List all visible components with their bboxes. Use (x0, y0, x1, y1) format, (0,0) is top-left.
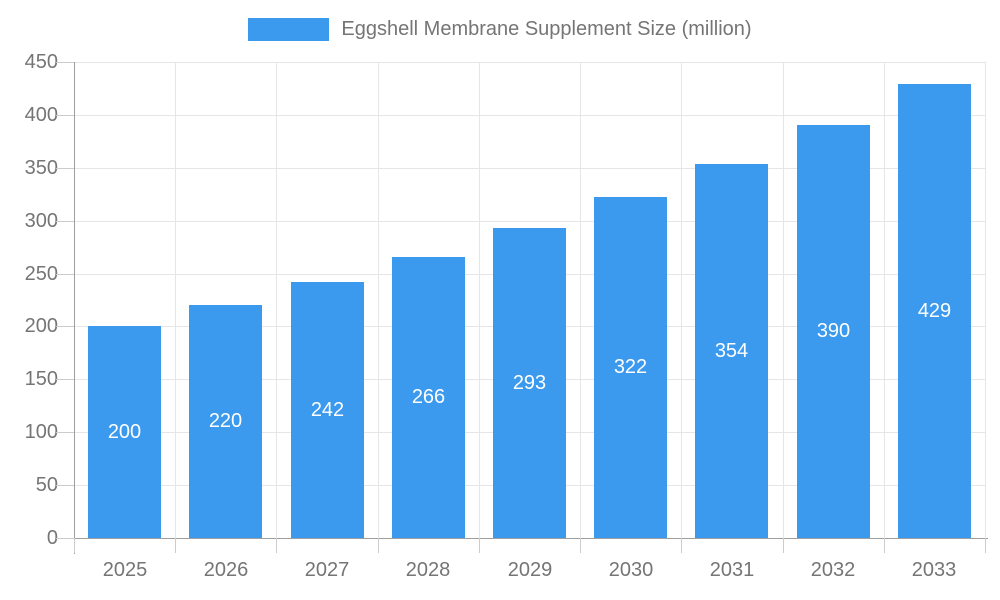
bar-2030[interactable]: 322 (594, 197, 667, 538)
x-axis-tick-label: 2029 (507, 559, 553, 581)
gridline-vertical (276, 62, 277, 538)
gridline-horizontal (74, 167, 985, 169)
x-axis-tick (276, 538, 277, 553)
x-axis-tick (175, 538, 176, 553)
x-axis-tick-label: 2032 (810, 559, 856, 581)
y-axis-tick (56, 114, 74, 116)
legend-label: Eggshell Membrane Supplement Size (milli… (341, 18, 752, 40)
y-axis-tick (56, 326, 74, 328)
bar-value-label: 293 (512, 371, 547, 394)
x-axis-tick-label: 2027 (304, 559, 350, 581)
x-axis-line (74, 538, 988, 539)
x-axis-tick (580, 538, 581, 553)
x-axis-tick-label: 2030 (608, 559, 654, 581)
legend-swatch-icon (248, 18, 330, 41)
x-axis-tick (783, 538, 784, 553)
x-axis-tick-label: 2026 (203, 559, 249, 581)
gridline-vertical (681, 62, 682, 538)
gridline-vertical (884, 62, 885, 538)
y-axis-tick-label: 350 (24, 156, 58, 179)
y-axis-tick-label: 0 (46, 527, 58, 549)
bar-value-label: 266 (411, 386, 446, 408)
y-axis-tick (56, 167, 74, 169)
y-axis-tick-label: 100 (24, 421, 58, 444)
gridline-vertical (175, 62, 176, 538)
x-axis-tick-label: 2031 (709, 559, 755, 581)
bar-2026[interactable]: 220 (189, 305, 262, 538)
legend[interactable]: Eggshell Membrane Supplement Size (milli… (0, 18, 1000, 41)
bar-value-label: 200 (107, 420, 142, 443)
bar-2025[interactable]: 200 (88, 326, 161, 538)
bar-2032[interactable]: 390 (797, 125, 870, 538)
plot-area: 200 220 242 266 293 322 354 390 429 (74, 62, 986, 538)
y-axis-tick (56, 485, 74, 487)
gridline-vertical (783, 62, 784, 538)
bar-2027[interactable]: 242 (291, 282, 364, 538)
bar-value-label: 390 (816, 320, 851, 342)
y-axis-tick-label: 250 (24, 262, 58, 285)
gridline-horizontal (74, 114, 985, 116)
bar-2033[interactable]: 429 (898, 84, 971, 538)
gridline-vertical (479, 62, 480, 538)
gridline-vertical (580, 62, 581, 538)
x-axis-tick-label: 2025 (102, 559, 148, 581)
bar-2029[interactable]: 293 (493, 228, 566, 538)
x-axis-tick (985, 538, 986, 553)
y-axis-tick-label: 450 (24, 51, 58, 73)
x-axis-tick-label: 2033 (911, 559, 957, 581)
x-axis-tick (74, 538, 75, 553)
x-axis-labels: 2025 2026 2027 2028 2029 2030 2031 2032 2033 (74, 552, 985, 588)
gridline-horizontal (74, 62, 985, 63)
x-axis-tick (378, 538, 379, 553)
y-axis-tick-label: 150 (24, 368, 58, 391)
bar-value-label: 429 (917, 299, 952, 322)
gridline-vertical (985, 62, 986, 538)
gridline-horizontal (74, 220, 985, 222)
y-axis-labels: 0 50 100 150 200 250 300 350 400 450 (0, 51, 58, 549)
y-axis-tick (56, 538, 74, 539)
bar-value-label: 354 (714, 339, 749, 362)
y-axis-tick (56, 379, 74, 381)
y-axis-tick-label: 50 (35, 474, 58, 497)
y-axis-tick (56, 432, 74, 434)
y-axis-tick (56, 62, 74, 63)
y-axis-tick (56, 273, 74, 275)
bar-value-label: 322 (613, 356, 648, 378)
y-axis-tick-label: 200 (24, 315, 58, 338)
bar-2028[interactable]: 266 (392, 257, 465, 538)
bar-value-label: 242 (310, 398, 345, 421)
gridline-vertical (378, 62, 379, 538)
y-axis-tick-label: 400 (24, 103, 58, 126)
y-axis-tick-label: 300 (24, 209, 58, 232)
y-axis-line (74, 62, 75, 554)
x-axis-tick (681, 538, 682, 553)
x-axis-tick-label: 2028 (405, 559, 451, 581)
bar-2031[interactable]: 354 (695, 164, 768, 538)
bar-value-label: 220 (208, 410, 243, 432)
x-axis-tick (479, 538, 480, 553)
x-axis-tick (884, 538, 885, 553)
y-axis-tick (56, 220, 74, 222)
